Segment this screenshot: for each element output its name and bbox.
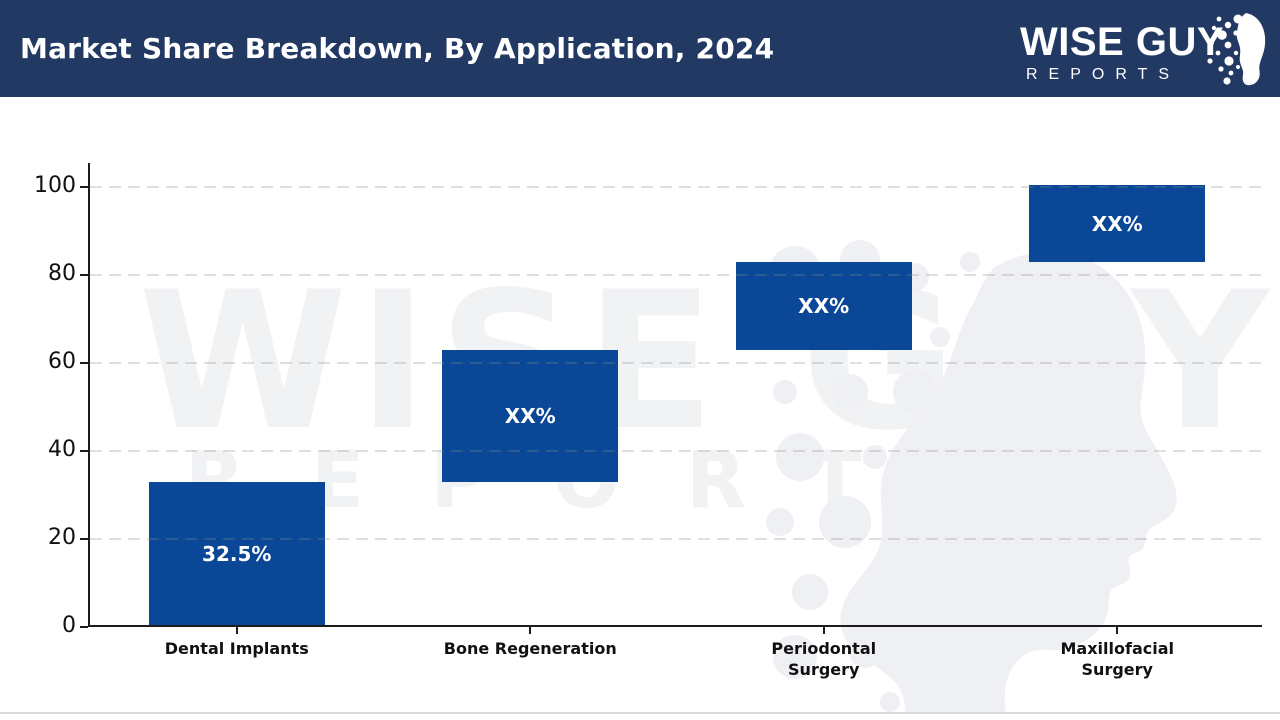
page-title: Market Share Breakdown, By Application, … [20,32,775,65]
category-label-dental-implants: Dental Implants [164,639,309,658]
bar-value-label-bone-regeneration: XX% [504,404,556,428]
bar-value-label-dental-implants: 32.5% [202,541,272,566]
gridline-40 [90,450,1262,452]
xtick-mark-periodontal-surgery [822,627,825,634]
ytick-mark-60 [80,362,88,364]
ytick-label-40: 40 [48,437,76,462]
ytick-label-80: 80 [48,261,76,286]
plot-area: 0 20 40 60 80 100 32.5% Dental Implants XX% Bone … [34,163,1262,679]
bar-periodontal-surgery: XX% [735,262,912,350]
xtick-mark-dental-implants [235,627,238,634]
logo-subtext: REPORTS [1026,66,1180,83]
ytick-mark-0 [80,626,88,628]
xtick-mark-bone-regeneration [529,627,532,634]
logo-face-icon [1207,12,1266,85]
category-label-bone-regeneration: Bone Regeneration [443,639,617,658]
bar-bone-regeneration: XX% [442,350,619,482]
gridline-60 [90,362,1262,364]
ytick-label-0: 0 [62,613,76,638]
bar-value-label-maxillofacial-surgery: XX% [1091,211,1143,236]
ytick-mark-20 [80,538,88,540]
wiseguy-logo-graphic: WISE GUY REPORTS [1020,12,1266,85]
ytick-mark-100 [80,186,88,188]
ytick-label-100: 100 [34,173,76,198]
xtick-mark-maxillofacial-surgery [1116,627,1119,634]
header: Market Share Breakdown, By Application, … [0,0,1280,97]
category-label-maxillofacial-surgery: Maxillofacial Surgery [1060,639,1175,679]
chart-area: WISE GUY REPORTS 02040608010032.5%Dental… [0,97,1280,714]
ytick-mark-80 [80,274,88,276]
ytick-label-60: 60 [48,349,76,374]
wiseguy-logo: WISE GUY REPORTS [1014,9,1266,89]
bar-value-label-periodontal-surgery: XX% [798,294,850,318]
logo-wordmark: WISE GUY [1020,20,1224,64]
bar-maxillofacial-surgery: XX% [1029,185,1206,262]
category-label-periodontal-surgery: Periodontal Surgery [771,639,877,679]
gridline-80 [90,274,1262,276]
ytick-label-20: 20 [48,525,76,550]
ytick-mark-40 [80,450,88,452]
bar-dental-implants: 32.5% [148,482,325,625]
